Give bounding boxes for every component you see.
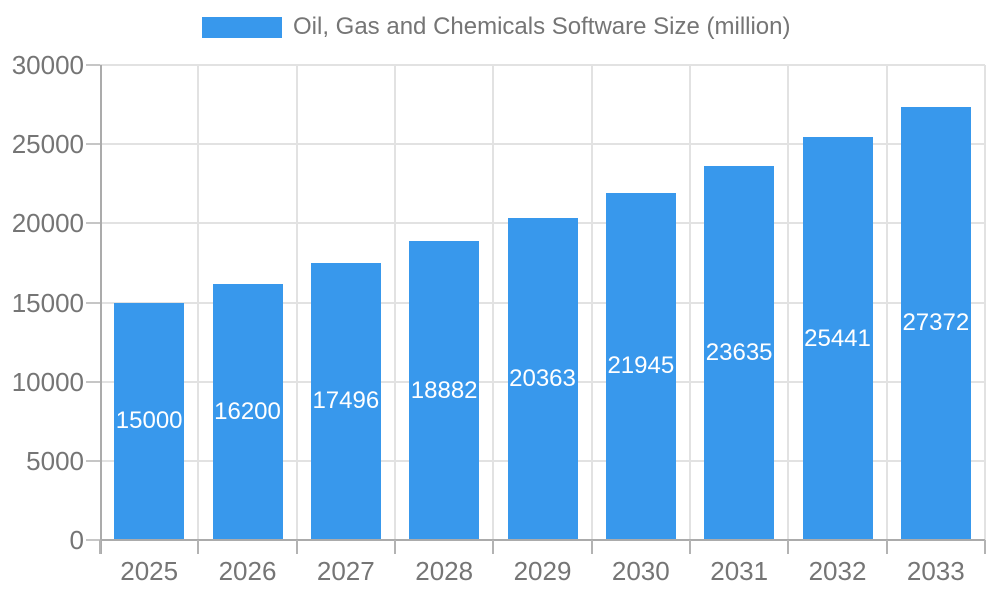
bar-2033: 27372 xyxy=(900,106,971,540)
y-axis-label: 25000 xyxy=(11,129,84,160)
x-axis-tick xyxy=(885,540,888,554)
x-axis-label: 2026 xyxy=(218,556,277,586)
x-gridline xyxy=(394,65,396,540)
x-gridline xyxy=(885,65,888,540)
bar-value-label: 18882 xyxy=(410,376,478,404)
bar-value-label: 21945 xyxy=(607,352,675,380)
bar-2025: 15000 xyxy=(114,302,185,540)
bar-2029: 20363 xyxy=(507,217,578,540)
x-axis-tick xyxy=(590,540,593,554)
x-axis-label: 2028 xyxy=(415,556,474,586)
x-axis-tick xyxy=(984,540,986,554)
plot-area: 15000 16200 17496 18882 20363 21945 23635 25441… xyxy=(100,64,986,540)
x-axis-tick xyxy=(394,540,396,554)
x-axis-line xyxy=(86,539,985,541)
y-axis-label: 20000 xyxy=(11,208,84,239)
y-gridline xyxy=(100,143,985,146)
legend-label: Oil, Gas and Chemicals Software Size (mi… xyxy=(293,13,791,40)
legend: Oil, Gas and Chemicals Software Size (mi… xyxy=(202,13,791,41)
x-axis-tick xyxy=(492,540,495,554)
bar-2032: 25441 xyxy=(802,137,873,540)
y-axis-tick xyxy=(86,459,100,462)
x-gridline xyxy=(787,65,790,540)
x-axis-label: 2033 xyxy=(906,556,965,586)
x-gridline xyxy=(984,65,986,540)
bar-2027: 17496 xyxy=(310,262,381,540)
y-axis-label: 15000 xyxy=(11,287,84,318)
y-axis-tick xyxy=(86,301,100,304)
y-axis-label: 0 xyxy=(69,525,84,555)
x-axis-tick xyxy=(99,540,101,554)
y-axis-tick xyxy=(86,380,100,383)
x-axis-label: 2029 xyxy=(513,556,572,586)
x-gridline xyxy=(295,65,298,540)
x-axis-tick xyxy=(689,540,691,554)
bar-value-label: 27372 xyxy=(902,309,970,337)
x-axis-label: 2030 xyxy=(611,556,670,586)
y-gridline xyxy=(100,64,985,66)
y-axis-tick xyxy=(86,222,100,225)
x-axis-label: 2027 xyxy=(316,556,375,586)
y-axis-label: 10000 xyxy=(11,366,84,397)
x-axis-label: 2025 xyxy=(120,556,179,586)
x-axis-tick xyxy=(787,540,790,554)
legend-swatch xyxy=(202,16,282,38)
bar-value-label: 17496 xyxy=(312,387,380,415)
bar-2028: 18882 xyxy=(409,241,480,540)
bar-value-label: 25441 xyxy=(804,324,871,352)
bar-2026: 16200 xyxy=(212,283,283,540)
bar-value-label: 16200 xyxy=(214,397,281,425)
x-axis-label: 2031 xyxy=(710,556,769,586)
x-axis-tick xyxy=(295,540,298,554)
x-gridline xyxy=(492,65,495,540)
bar-2031: 23635 xyxy=(704,165,775,540)
bar-value-label: 23635 xyxy=(705,338,773,366)
y-axis-tick xyxy=(86,539,100,541)
bar-value-label: 20363 xyxy=(509,364,576,392)
y-axis-label: 30000 xyxy=(11,50,84,80)
x-axis-tick xyxy=(197,540,200,554)
x-gridline xyxy=(590,65,593,540)
bar-value-label: 15000 xyxy=(115,407,183,435)
y-axis-line xyxy=(100,65,102,554)
y-axis-label: 5000 xyxy=(26,445,84,476)
y-axis-tick xyxy=(86,64,100,66)
x-gridline xyxy=(197,65,200,540)
y-axis-tick xyxy=(86,143,100,146)
x-gridline xyxy=(689,65,691,540)
bar-2030: 21945 xyxy=(605,192,676,540)
x-axis-label: 2032 xyxy=(808,556,867,586)
